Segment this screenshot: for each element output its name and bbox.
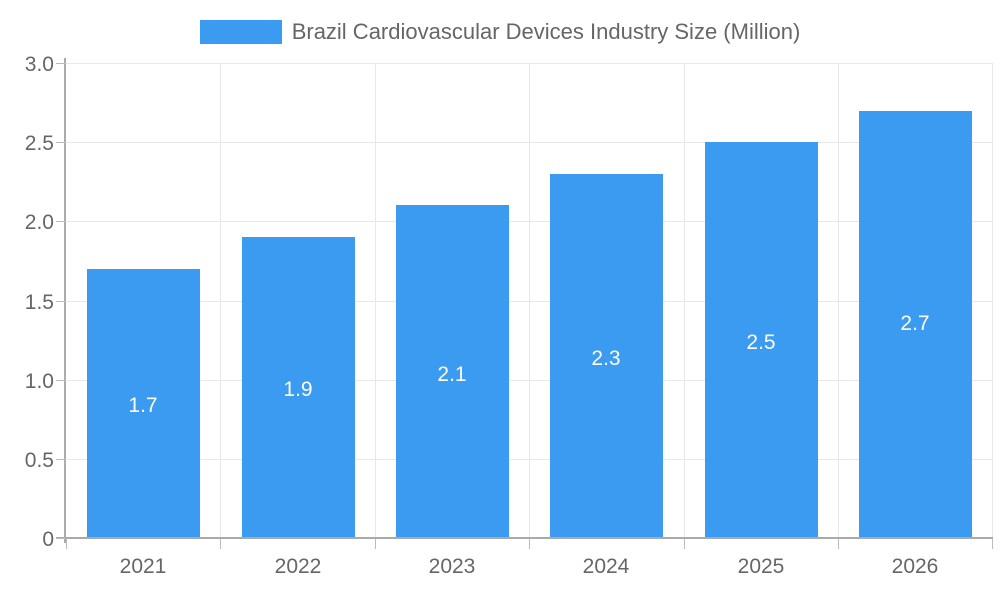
gridline-x-5 <box>838 63 839 538</box>
y-tick-label-2.0: 2.0 <box>24 211 54 234</box>
y-axis-line <box>64 58 66 543</box>
chart-legend: Brazil Cardiovascular Devices Industry S… <box>0 14 1000 50</box>
x-tick-5 <box>838 539 839 549</box>
x-tick-label-2024: 2024 <box>582 555 630 578</box>
y-tick-2.0 <box>56 221 66 222</box>
y-tick-0.5 <box>56 459 66 460</box>
y-tick-label-0.5: 0.5 <box>24 449 54 472</box>
y-tick-label-0: 0 <box>42 528 54 551</box>
bar-2021[interactable] <box>87 269 200 538</box>
bar-2026[interactable] <box>859 111 972 538</box>
bar-value-2023: 2.1 <box>437 363 467 386</box>
bar-2022[interactable] <box>242 237 355 538</box>
x-tick-3 <box>529 539 530 549</box>
bar-value-2026: 2.7 <box>900 312 930 335</box>
bar-2023[interactable] <box>396 205 509 538</box>
y-tick-3.0 <box>56 63 66 64</box>
legend-color-swatch <box>199 20 282 44</box>
bar-value-2022: 1.9 <box>283 378 313 401</box>
gridline-x-4 <box>684 63 685 538</box>
legend-item[interactable]: Brazil Cardiovascular Devices Industry S… <box>199 19 801 44</box>
x-tick-label-2025: 2025 <box>737 555 785 578</box>
x-tick-0 <box>66 539 67 549</box>
bar-value-2024: 2.3 <box>591 347 621 370</box>
bar-value-2021: 1.7 <box>128 394 158 417</box>
y-tick-1.0 <box>56 380 66 381</box>
gridline-x-1 <box>220 63 221 538</box>
x-tick-label-2026: 2026 <box>891 555 939 578</box>
gridline-x-2 <box>375 63 376 538</box>
x-tick-4 <box>684 539 685 549</box>
x-axis-line <box>56 537 993 539</box>
x-tick-label-2021: 2021 <box>119 555 167 578</box>
x-tick-label-2022: 2022 <box>274 555 322 578</box>
y-tick-label-1.5: 1.5 <box>24 291 54 314</box>
bar-2024[interactable] <box>550 174 663 538</box>
y-tick-label-2.5: 2.5 <box>24 132 54 155</box>
gridline-x-6 <box>992 63 993 538</box>
y-tick-1.5 <box>56 301 66 302</box>
y-tick-label-3.0: 3.0 <box>24 53 54 76</box>
gridline-x-3 <box>529 63 530 538</box>
x-tick-2 <box>375 539 376 549</box>
bar-value-2025: 2.5 <box>746 331 776 354</box>
x-tick-label-2023: 2023 <box>428 555 476 578</box>
y-tick-2.5 <box>56 142 66 143</box>
y-tick-label-1.0: 1.0 <box>24 370 54 393</box>
plot-area <box>66 63 993 538</box>
bar-2025[interactable] <box>705 142 818 538</box>
legend-label: Brazil Cardiovascular Devices Industry S… <box>291 19 801 44</box>
y-tick-0 <box>56 538 66 539</box>
x-tick-6 <box>992 539 993 549</box>
x-tick-1 <box>220 539 221 549</box>
